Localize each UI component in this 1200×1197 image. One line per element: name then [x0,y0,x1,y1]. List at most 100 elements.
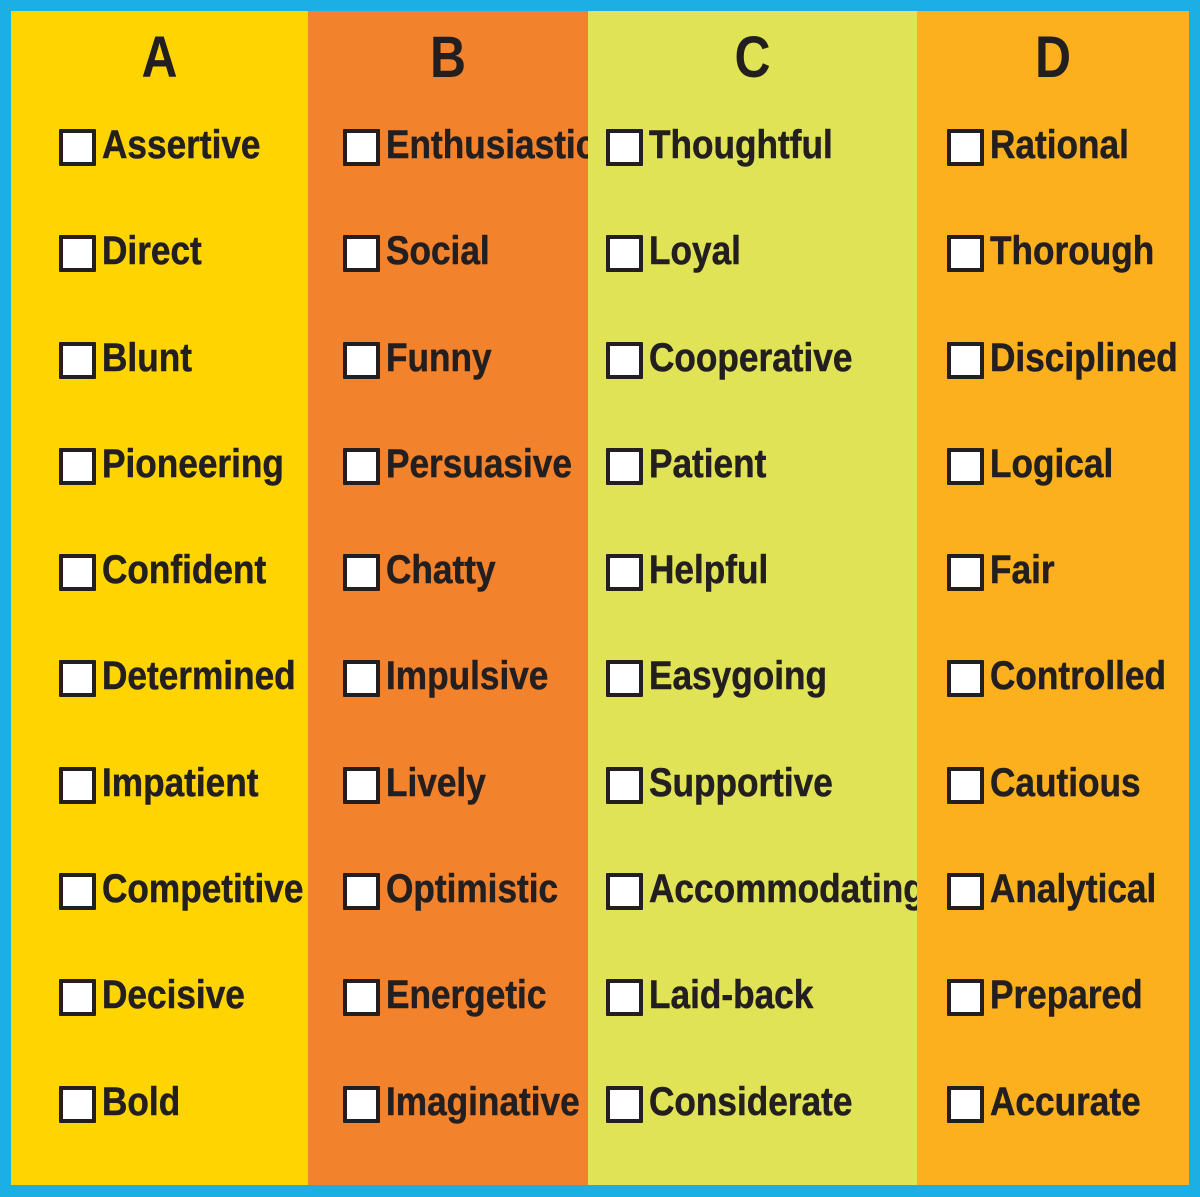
list-item[interactable]: Loyal [588,231,917,337]
list-item[interactable]: Thoughtful [588,125,917,231]
checkbox-icon[interactable] [606,554,643,592]
checkbox-icon[interactable] [59,129,96,166]
list-item-label: Disciplined [990,335,1178,380]
checkbox-icon[interactable] [947,766,984,804]
list-item-label: Thoughtful [649,123,833,167]
list-item[interactable]: Bold [11,1081,308,1185]
list-item-label: Logical [990,441,1114,486]
list-item-label: Energetic [386,973,547,1018]
checkbox-icon[interactable] [606,129,643,166]
list-item[interactable]: Persuasive [308,444,588,550]
checkbox-icon[interactable] [947,873,984,911]
checkbox-icon[interactable] [59,660,96,698]
checkbox-icon[interactable] [343,1085,380,1123]
list-item[interactable]: Imaginative [308,1081,588,1185]
checkbox-icon[interactable] [606,341,643,379]
list-item-label: Helpful [649,548,769,593]
list-item[interactable]: Disciplined [917,335,1189,444]
list-item[interactable]: Impulsive [308,656,588,762]
list-item[interactable]: Enthusiastic [308,125,588,231]
checkbox-icon[interactable] [947,235,984,273]
list-item-label: Considerate [649,1079,853,1124]
list-item[interactable]: Considerate [588,1079,917,1185]
list-item[interactable]: Assertive [11,125,308,231]
checkbox-icon[interactable] [606,235,643,273]
list-item[interactable]: Social [308,231,588,337]
checkbox-icon[interactable] [59,1085,96,1123]
checkbox-icon[interactable] [343,447,380,485]
checkbox-icon[interactable] [947,1085,984,1123]
list-item[interactable]: Decisive [11,975,308,1081]
checkbox-icon[interactable] [343,660,380,698]
list-item[interactable]: Thorough [917,231,1189,337]
checkbox-icon[interactable] [59,554,96,592]
list-item[interactable]: Confident [11,550,308,656]
list-item-label: Accurate [990,1079,1141,1124]
checkbox-icon[interactable] [947,979,984,1017]
list-item[interactable]: Chatty [308,550,588,656]
list-item-label: Pioneering [102,441,284,486]
list-item[interactable]: Blunt [11,337,308,444]
list-item[interactable]: Cautious [917,763,1189,869]
checkbox-icon[interactable] [606,447,643,485]
list-item[interactable]: Direct [11,231,308,337]
checkbox-icon[interactable] [343,766,380,804]
list-item[interactable]: Cooperative [588,335,917,444]
checkbox-icon[interactable] [343,554,380,592]
checkbox-icon[interactable] [606,979,643,1017]
checkbox-icon[interactable] [343,129,380,166]
list-item[interactable]: Laid-back [588,975,917,1081]
checkbox-icon[interactable] [59,341,96,379]
list-item[interactable]: Fair [917,550,1189,656]
checkbox-icon[interactable] [343,873,380,911]
list-item-label: Impulsive [386,654,549,699]
checkbox-icon[interactable] [59,235,96,273]
list-item[interactable]: Energetic [308,975,588,1081]
list-item[interactable]: Analytical [917,869,1189,975]
column-b: B Enthusiastic Social Funny Persuasive [308,11,588,1185]
checkbox-icon[interactable] [947,554,984,592]
list-item[interactable]: Determined [11,656,308,762]
list-item-label: Competitive [102,867,304,912]
checkbox-icon[interactable] [606,766,643,804]
list-item[interactable]: Supportive [588,763,917,869]
list-item[interactable]: Rational [917,125,1189,231]
list-item[interactable]: Prepared [917,975,1189,1081]
checkbox-icon[interactable] [59,766,96,804]
column-d-header: D [1034,25,1072,90]
list-item-label: Cautious [990,760,1141,805]
list-item[interactable]: Helpful [588,550,917,656]
list-item[interactable]: Accommodating [588,869,917,975]
list-item-label: Cooperative [649,335,853,380]
list-item[interactable]: Competitive [11,869,308,975]
list-item[interactable]: Easygoing [588,656,917,762]
checkbox-icon[interactable] [59,873,96,911]
list-item[interactable]: Optimistic [308,869,588,975]
list-item[interactable]: Logical [917,444,1189,550]
list-item-label: Thorough [990,229,1155,274]
checkbox-icon[interactable] [343,235,380,273]
list-item[interactable]: Impatient [11,763,308,869]
list-item-label: Accommodating [649,867,917,912]
checkbox-icon[interactable] [947,129,984,166]
checkbox-icon[interactable] [606,873,643,911]
checkbox-icon[interactable] [343,341,380,379]
checkbox-icon[interactable] [947,447,984,485]
list-item-label: Social [386,229,490,274]
list-item-label: Decisive [102,973,245,1018]
checkbox-icon[interactable] [606,1085,643,1123]
list-item[interactable]: Controlled [917,656,1189,762]
list-item-label: Supportive [649,760,833,805]
checkbox-icon[interactable] [947,341,984,379]
checkbox-icon[interactable] [947,660,984,698]
list-item[interactable]: Funny [308,337,588,444]
list-item[interactable]: Lively [308,763,588,869]
checkbox-icon[interactable] [59,979,96,1017]
checkbox-icon[interactable] [59,447,96,485]
checkbox-icon[interactable] [343,979,380,1017]
list-item[interactable]: Accurate [917,1079,1189,1185]
list-item[interactable]: Patient [588,444,917,550]
list-item[interactable]: Pioneering [11,444,308,550]
checkbox-icon[interactable] [606,660,643,698]
